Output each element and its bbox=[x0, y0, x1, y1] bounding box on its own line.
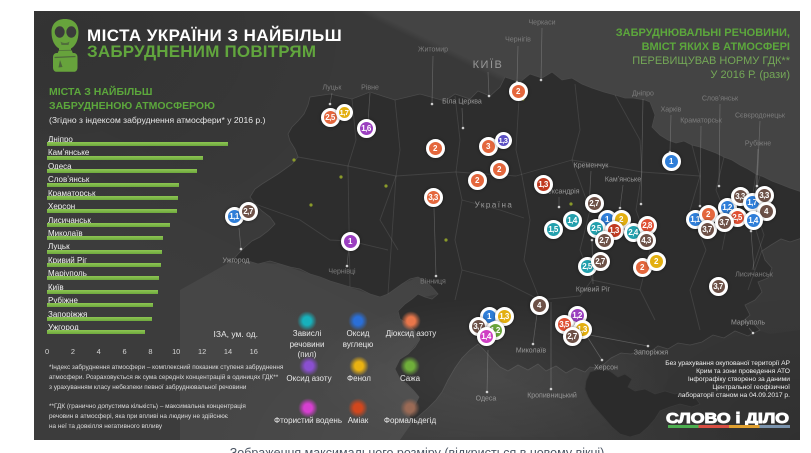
svg-text:СЛОВО і ДІЛО: СЛОВО і ДІЛО bbox=[666, 411, 789, 426]
